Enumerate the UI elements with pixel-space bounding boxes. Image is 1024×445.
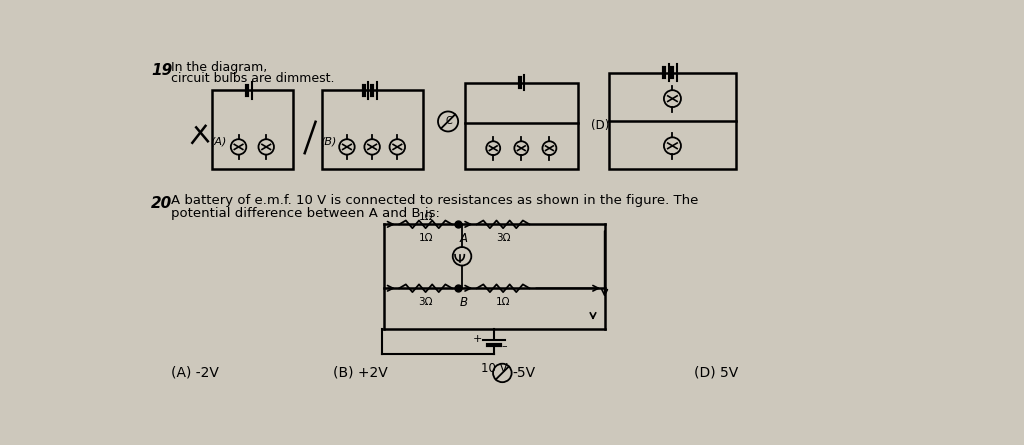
- Text: (A): (A): [210, 137, 226, 146]
- Text: 20: 20: [152, 196, 172, 211]
- Text: 3Ω: 3Ω: [419, 297, 433, 307]
- Bar: [212, 90, 293, 169]
- Text: In the diagram,: In the diagram,: [171, 61, 267, 74]
- Text: C: C: [445, 117, 453, 126]
- Text: A: A: [460, 232, 468, 245]
- Text: (B) +2V: (B) +2V: [334, 366, 388, 380]
- Text: 1Ω: 1Ω: [419, 212, 433, 222]
- Text: A battery of e.m.f. 10 V is connected to resistances as shown in the figure. The: A battery of e.m.f. 10 V is connected to…: [171, 194, 698, 206]
- Text: -5V: -5V: [512, 366, 536, 380]
- Text: (A) -2V: (A) -2V: [171, 366, 218, 380]
- Bar: [465, 83, 578, 169]
- Text: (D): (D): [592, 119, 610, 132]
- Text: potential difference between A and B is:: potential difference between A and B is:: [171, 207, 439, 220]
- Text: 3Ω: 3Ω: [496, 233, 510, 243]
- Text: (B): (B): [321, 137, 337, 146]
- Text: –: –: [502, 341, 508, 351]
- Text: 1Ω: 1Ω: [496, 297, 510, 307]
- Bar: [322, 90, 423, 169]
- Text: 10 V: 10 V: [481, 362, 508, 375]
- Text: B: B: [460, 296, 468, 309]
- Text: circuit bulbs are dimmest.: circuit bulbs are dimmest.: [171, 72, 334, 85]
- Text: (D) 5V: (D) 5V: [693, 366, 738, 380]
- Bar: [608, 73, 736, 169]
- Text: 1Ω: 1Ω: [419, 233, 433, 243]
- Text: +: +: [472, 334, 481, 344]
- Text: 19: 19: [152, 63, 172, 77]
